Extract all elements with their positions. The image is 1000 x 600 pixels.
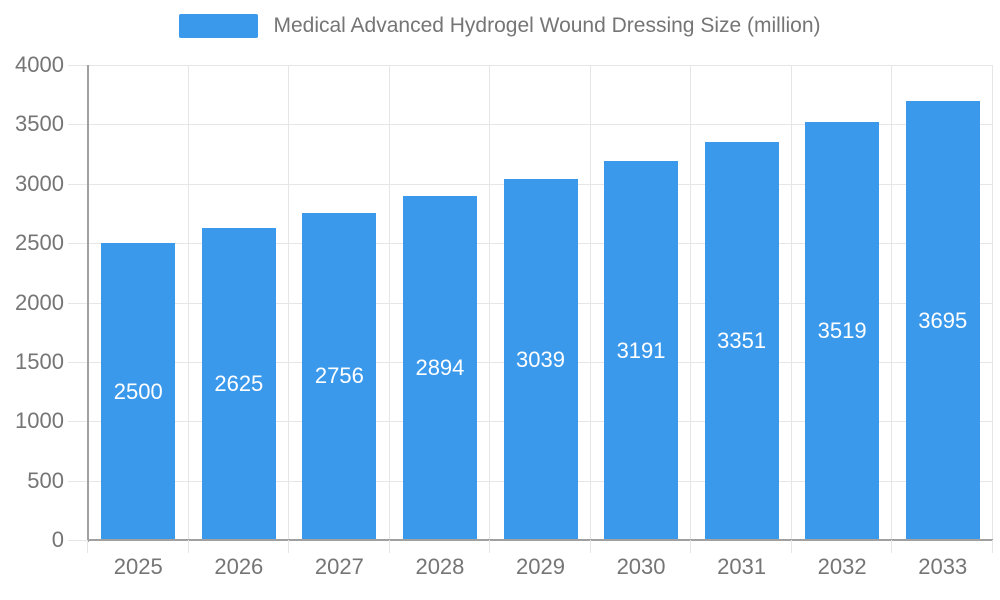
x-axis-label: 2027: [314, 554, 364, 579]
v-gridline: [589, 65, 591, 540]
x-tick-mark: [790, 540, 792, 553]
v-gridline: [690, 65, 692, 540]
y-axis-label: 1000: [15, 408, 64, 434]
plot-area: 2500 2625 2756 2894 3039 3191 3351 3519 3695: [88, 65, 993, 540]
x-tick-mark: [992, 540, 993, 553]
v-gridline: [891, 65, 893, 540]
y-axis-label: 3500: [15, 111, 64, 137]
bar-value-label: 2756: [314, 363, 364, 389]
x-axis-label: 2031: [717, 554, 767, 579]
y-axis-label: 1500: [15, 348, 64, 374]
x-tick-mark: [589, 540, 591, 553]
bar-2027[interactable]: 2756: [302, 212, 377, 540]
y-tick-mark: [68, 540, 88, 541]
y-tick-mark: [68, 421, 88, 423]
y-tick-mark: [68, 361, 88, 363]
legend-item[interactable]: Medical Advanced Hydrogel Wound Dressing…: [0, 14, 1000, 38]
bar-2032[interactable]: 3519: [805, 122, 880, 540]
v-gridline: [489, 65, 491, 540]
x-tick-mark: [388, 540, 390, 553]
x-axis-line: [87, 539, 993, 541]
y-axis-label: 3000: [15, 170, 64, 196]
x-axis-label: 2025: [113, 554, 163, 579]
y-axis-label: 500: [27, 467, 64, 493]
bar-2028[interactable]: 2894: [402, 196, 477, 540]
x-tick-mark: [288, 540, 290, 553]
x-tick-mark: [489, 540, 491, 553]
bar-2025[interactable]: 2500: [101, 243, 176, 540]
y-axis-label: 0: [51, 527, 64, 552]
x-axis-label: 2033: [918, 554, 968, 579]
bar-value-label: 3039: [516, 346, 565, 372]
y-axis-label: 2000: [15, 289, 64, 315]
y-axis-line: [87, 65, 89, 542]
h-gridline: [88, 124, 993, 126]
bar-value-label: 3191: [616, 337, 666, 363]
bar-value-label: 2894: [415, 355, 465, 381]
x-axis-label: 2030: [616, 554, 666, 579]
bar-2029[interactable]: 3039: [503, 179, 578, 540]
v-gridline: [790, 65, 792, 540]
legend-swatch-icon: [179, 14, 259, 38]
bar-value-label: 3351: [717, 328, 767, 354]
x-tick-mark: [690, 540, 692, 553]
v-gridline: [992, 65, 993, 540]
bar-value-label: 3695: [918, 307, 968, 333]
y-tick-mark: [68, 302, 88, 304]
legend-label: Medical Advanced Hydrogel Wound Dressing…: [273, 14, 821, 37]
bar-value-label: 3519: [817, 318, 867, 344]
bar-2033[interactable]: 3695: [905, 101, 980, 540]
y-tick-mark: [68, 183, 88, 185]
bar-2030[interactable]: 3191: [604, 161, 679, 540]
x-axis-label: 2032: [817, 554, 867, 579]
x-tick-mark: [87, 540, 88, 553]
h-gridline: [88, 65, 993, 66]
x-axis-label: 2028: [415, 554, 465, 579]
bar-2026[interactable]: 2625: [201, 228, 276, 540]
v-gridline: [388, 65, 390, 540]
x-axis-label: 2026: [214, 554, 264, 579]
y-axis-label: 2500: [15, 230, 64, 256]
y-tick-mark: [68, 243, 88, 245]
y-axis-label: 4000: [15, 52, 64, 77]
x-tick-mark: [187, 540, 189, 553]
x-axis-label: 2029: [516, 554, 565, 579]
y-tick-mark: [68, 124, 88, 126]
y-tick-mark: [68, 480, 88, 482]
bar-2031[interactable]: 3351: [704, 142, 779, 540]
v-gridline: [187, 65, 189, 540]
v-gridline: [288, 65, 290, 540]
x-tick-mark: [891, 540, 893, 553]
bar-value-label: 2500: [113, 378, 163, 404]
y-tick-mark: [68, 65, 88, 66]
bar-value-label: 2625: [214, 371, 264, 397]
